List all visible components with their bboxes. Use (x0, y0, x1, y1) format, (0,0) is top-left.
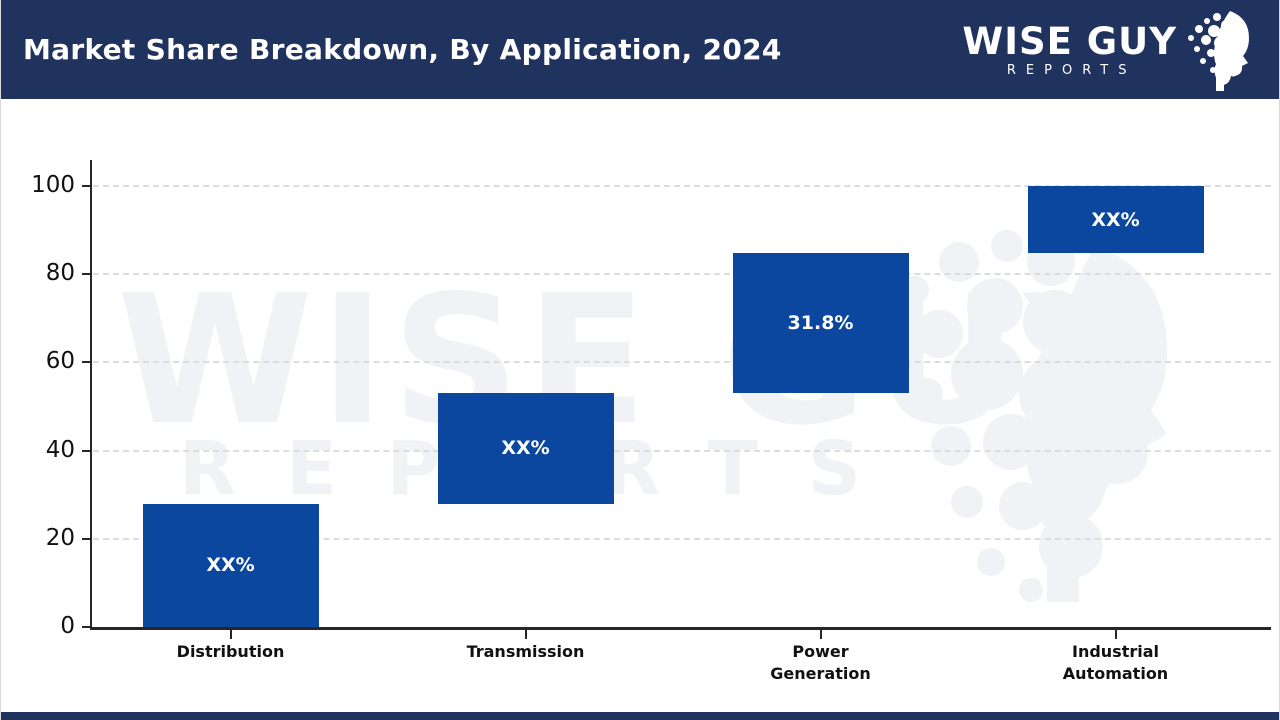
brand-name: WISE GUY (962, 19, 1177, 63)
x-category-label: Industrial Automation (1062, 642, 1169, 683)
x-category-label: Transmission (466, 642, 585, 661)
gridline (93, 273, 1271, 276)
x-tick (819, 630, 822, 639)
bar-value-label: XX% (1091, 208, 1140, 231)
bar-value-label: XX% (501, 437, 550, 460)
y-tick-label: 40 (45, 436, 75, 463)
gridline (93, 537, 1271, 540)
x-axis-line (90, 627, 1271, 630)
bar-value-label: 31.8% (787, 312, 854, 335)
y-tick-label: 60 (45, 348, 75, 375)
x-tick (229, 630, 232, 639)
bar-industrial-automation: XX% (1027, 186, 1204, 254)
brand-face-icon (1188, 10, 1249, 91)
x-tick (1114, 630, 1117, 639)
y-tick-label: 80 (45, 260, 75, 287)
gridline (93, 185, 1271, 187)
x-category-label: Distribution (176, 642, 285, 661)
x-category-label: Power Generation (770, 642, 871, 683)
footer-bar (1, 712, 1279, 720)
bar-distribution: XX% (142, 503, 319, 627)
y-tick (82, 273, 91, 276)
y-tick-label: 0 (60, 613, 75, 639)
brand-logo-text: WISE GUY REPORTS (962, 23, 1177, 77)
brand-logo: WISE GUY REPORTS (962, 8, 1257, 92)
y-tick-label: 100 (31, 172, 75, 198)
y-tick (82, 361, 91, 364)
y-tick (82, 185, 91, 187)
y-tick (82, 626, 91, 628)
brand-subname: REPORTS (1006, 62, 1137, 78)
chart-title: Market Share Breakdown, By Application, … (23, 33, 782, 66)
y-tick (82, 537, 91, 540)
y-tick-label: 20 (45, 524, 75, 551)
y-axis-line (90, 160, 92, 629)
x-tick (524, 630, 527, 639)
y-tick (82, 449, 91, 452)
gridline (93, 449, 1271, 452)
bar-transmission: XX% (437, 393, 614, 504)
gridline (93, 361, 1271, 364)
bar-value-label: XX% (206, 554, 255, 577)
header-bar: Market Share Breakdown, By Application, … (1, 0, 1279, 99)
bar-power-generation: 31.8% (732, 253, 909, 394)
